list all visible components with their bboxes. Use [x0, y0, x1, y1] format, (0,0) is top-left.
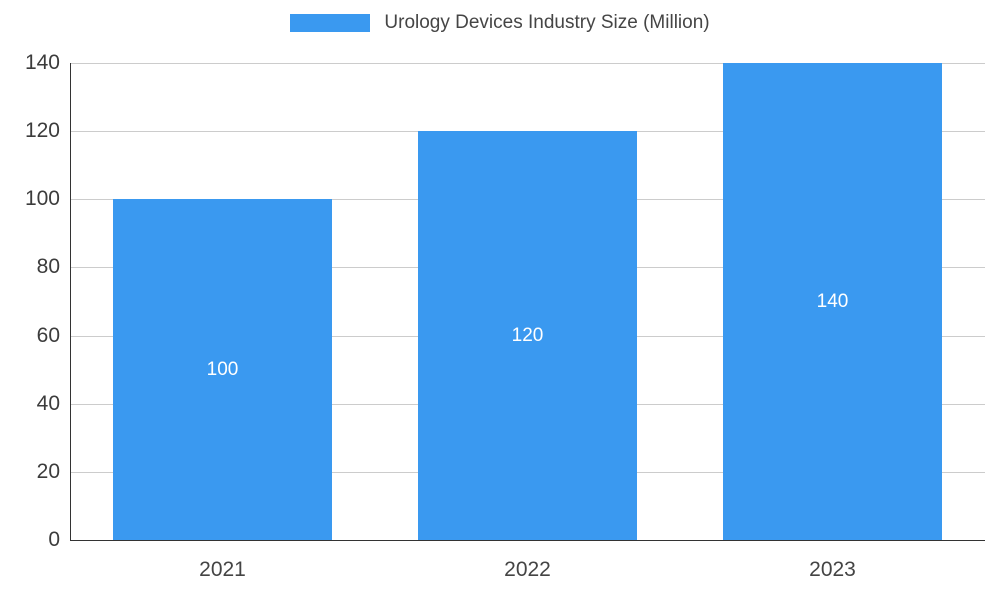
y-axis-tick-label: 0: [48, 528, 60, 551]
bar: 140: [722, 63, 943, 540]
x-axis-tick-label: 2021: [199, 558, 246, 581]
legend-label: Urology Devices Industry Size (Million): [384, 12, 710, 33]
bar-value-label: 120: [511, 324, 544, 346]
x-axis-line: [70, 540, 985, 541]
y-axis-tick-label: 140: [24, 51, 60, 74]
y-axis-tick-label: 100: [24, 187, 60, 211]
legend-swatch: [290, 14, 371, 32]
chart-legend: Urology Devices Industry Size (Million): [0, 12, 1000, 33]
bar: 100: [112, 199, 333, 540]
y-axis-tick-label: 120: [24, 119, 60, 143]
bar-value-label: 140: [816, 290, 849, 312]
y-axis-tick-label: 20: [36, 459, 60, 483]
x-axis-tick-label: 2022: [504, 558, 551, 581]
bar-value-label: 100: [206, 358, 239, 380]
y-axis-tick-label: 80: [36, 255, 60, 279]
bar: 120: [417, 131, 638, 540]
gridline: [70, 63, 985, 64]
x-axis-tick-label: 2023: [809, 558, 856, 581]
y-axis-line: [70, 63, 71, 540]
y-axis-tick-label: 40: [36, 391, 60, 415]
y-axis-tick-label: 60: [36, 323, 60, 347]
